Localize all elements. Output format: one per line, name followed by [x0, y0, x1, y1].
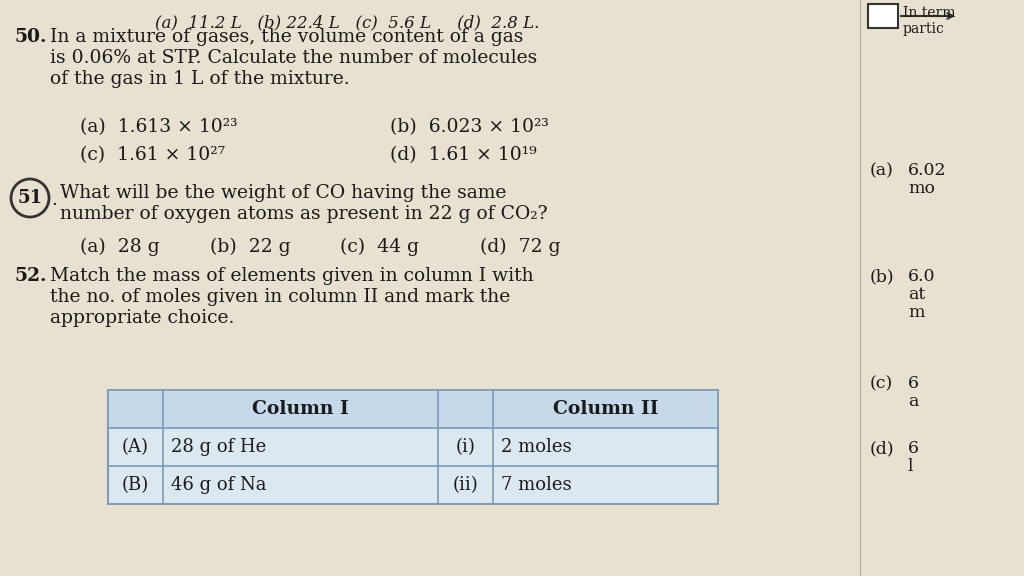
Text: (a)  1.613 × 10²³: (a) 1.613 × 10²³	[80, 118, 238, 136]
Text: (A): (A)	[122, 438, 150, 456]
Text: (B): (B)	[122, 476, 150, 494]
Text: a: a	[908, 393, 919, 410]
Bar	[108, 390, 718, 504]
Text: Column I: Column I	[252, 400, 349, 418]
Text: (a): (a)	[870, 162, 894, 179]
Text: (c)  1.61 × 10²⁷: (c) 1.61 × 10²⁷	[80, 146, 225, 164]
Text: 46 g of Na: 46 g of Na	[171, 476, 266, 494]
Text: X: X	[877, 7, 890, 25]
Text: 6.02: 6.02	[908, 162, 946, 179]
Text: m: m	[908, 304, 925, 321]
Text: 7 moles: 7 moles	[501, 476, 571, 494]
Text: (c): (c)	[870, 375, 893, 392]
Bar	[868, 4, 898, 28]
Text: What will be the weight of CO having the same
number of oxygen atoms as present : What will be the weight of CO having the…	[60, 184, 548, 223]
Text: (i): (i)	[456, 438, 475, 456]
Text: (d): (d)	[870, 440, 895, 457]
Bar	[860, 0, 1024, 576]
Text: 52.: 52.	[15, 267, 47, 285]
Text: 50.: 50.	[15, 28, 47, 46]
Text: (d)  72 g: (d) 72 g	[480, 238, 560, 256]
Text: .: .	[51, 191, 57, 209]
Text: (d)  1.61 × 10¹⁹: (d) 1.61 × 10¹⁹	[390, 146, 537, 164]
Text: at: at	[908, 286, 926, 303]
Text: mo: mo	[908, 180, 935, 197]
Text: 6: 6	[908, 440, 919, 457]
Text: In a mixture of gases, the volume content of a gas
is 0.06% at STP. Calculate th: In a mixture of gases, the volume conten…	[50, 28, 538, 88]
Text: Match the mass of elements given in column I with
the no. of moles given in colu: Match the mass of elements given in colu…	[50, 267, 534, 327]
Text: (b)  22 g: (b) 22 g	[210, 238, 291, 256]
Text: In term
partic: In term partic	[903, 6, 955, 36]
Text: (c)  44 g: (c) 44 g	[340, 238, 419, 256]
Text: 2 moles: 2 moles	[501, 438, 571, 456]
Text: 28 g of He: 28 g of He	[171, 438, 266, 456]
Text: (a)  28 g: (a) 28 g	[80, 238, 160, 256]
Text: 51: 51	[17, 189, 43, 207]
Text: (a)  11.2 L   (b) 22.4 L   (c)  5.6 L     (d)  2.8 L.: (a) 11.2 L (b) 22.4 L (c) 5.6 L (d) 2.8 …	[155, 14, 540, 31]
Text: (b)  6.023 × 10²³: (b) 6.023 × 10²³	[390, 118, 549, 136]
Text: Column II: Column II	[553, 400, 658, 418]
Text: 6: 6	[908, 375, 919, 392]
Bar	[0, 0, 860, 576]
Text: (b): (b)	[870, 268, 895, 285]
Bar	[108, 390, 718, 428]
Text: l: l	[908, 458, 913, 475]
Text: 6.0: 6.0	[908, 268, 936, 285]
Text: (ii): (ii)	[453, 476, 478, 494]
